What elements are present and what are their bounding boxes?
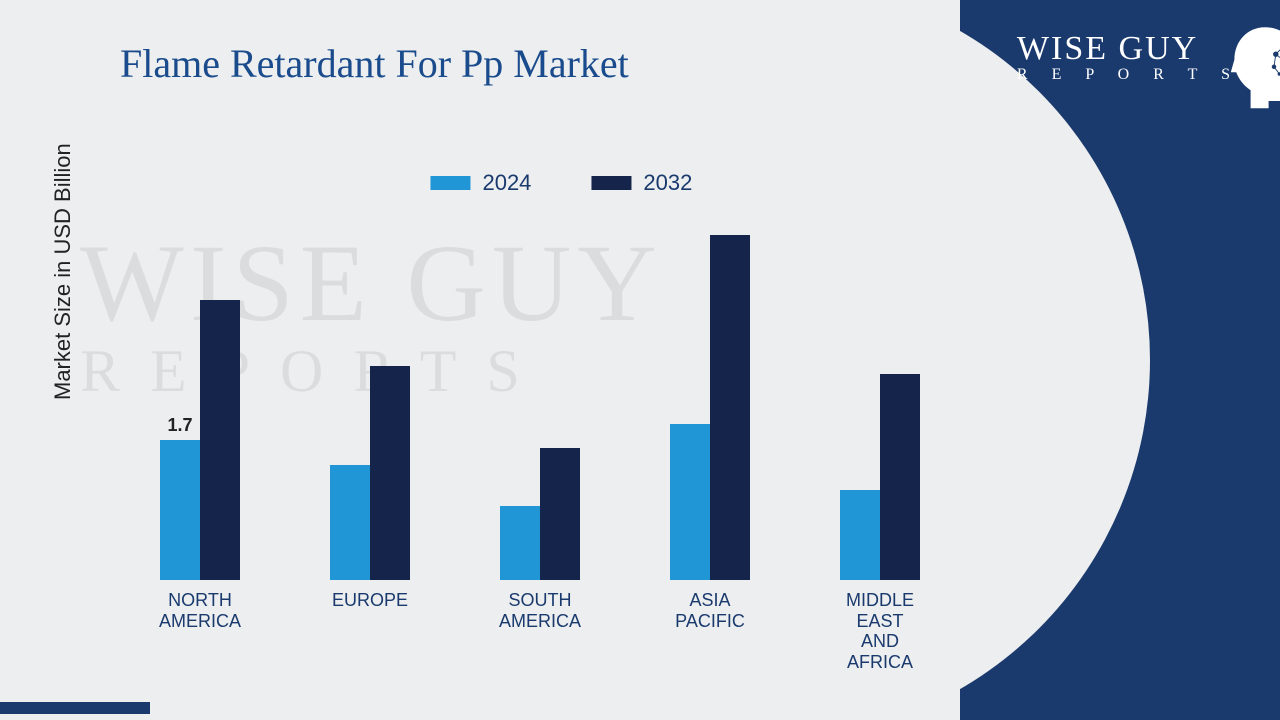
bar-2032 [370, 366, 410, 580]
bar-2024 [840, 490, 880, 580]
bar-group [500, 448, 580, 580]
bar-2024 [330, 465, 370, 580]
head-icon [1220, 20, 1280, 110]
y-axis-label: Market Size in USD Billion [50, 143, 76, 400]
bar-group [330, 366, 410, 580]
bar-2024 [670, 424, 710, 580]
legend-item-2024: 2024 [430, 170, 531, 196]
bar-2024 [160, 440, 200, 580]
x-axis-label: EUROPE [300, 590, 440, 611]
bar-group [670, 235, 750, 580]
plot-area: 1.7 [100, 210, 940, 580]
legend-label-2024: 2024 [482, 170, 531, 196]
x-axis-label: MIDDLEEASTANDAFRICA [810, 590, 950, 673]
legend-swatch-2032 [591, 176, 631, 190]
bar-2032 [880, 374, 920, 580]
bar-2024 [500, 506, 540, 580]
footer-accent-bar [0, 702, 150, 714]
legend-label-2032: 2032 [643, 170, 692, 196]
bar-2032 [540, 448, 580, 580]
legend-item-2032: 2032 [591, 170, 692, 196]
chart-canvas: WISE GUY REPORTS WISE GUY R E P O R T S … [0, 0, 1280, 720]
legend: 2024 2032 [430, 170, 692, 196]
bar-2032 [200, 300, 240, 580]
bar-value-label: 1.7 [167, 415, 192, 436]
bars-container: 1.7 [100, 210, 940, 580]
legend-swatch-2024 [430, 176, 470, 190]
brand-logo: WISE GUY R E P O R T S [1017, 30, 1240, 84]
bar-2032 [710, 235, 750, 580]
logo-line1: WISE GUY [1017, 30, 1240, 68]
chart-title: Flame Retardant For Pp Market [120, 40, 629, 87]
logo-line2: R E P O R T S [1017, 66, 1240, 84]
bar-group [160, 300, 240, 580]
x-axis-label: ASIAPACIFIC [640, 590, 780, 631]
x-axis-label: NORTHAMERICA [130, 590, 270, 631]
bar-group [840, 374, 920, 580]
x-axis-label: SOUTHAMERICA [470, 590, 610, 631]
